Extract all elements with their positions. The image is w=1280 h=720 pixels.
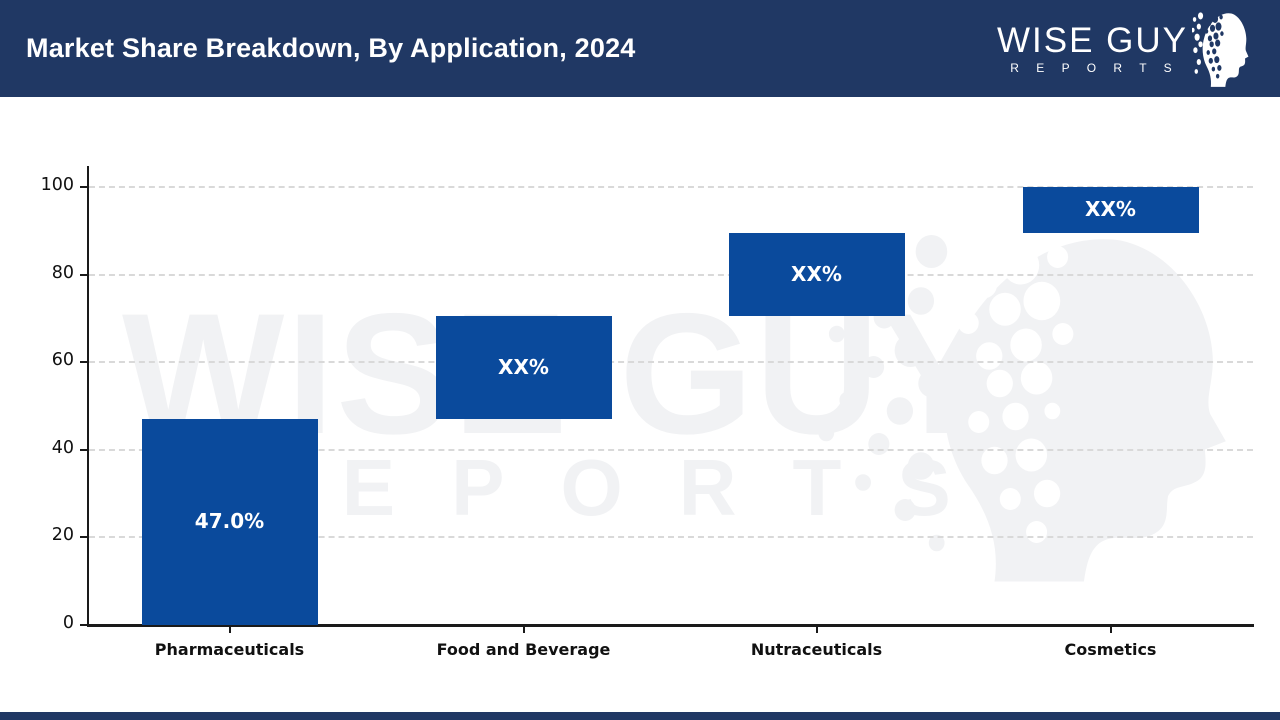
gridline [89,186,1253,188]
logo-text: WISE GUY R E P O R T S [997,23,1188,75]
bar-value-label: 47.0% [194,509,265,534]
footer-bar [0,712,1280,720]
x-axis-category-label: Nutraceuticals [750,640,883,659]
y-axis-spine [87,166,89,627]
gridline [89,361,1253,364]
bar-nutraceuticals [728,232,905,317]
y-axis-tick [80,536,88,539]
gridline [89,273,1253,276]
bar-value-label: XX% [1085,196,1136,221]
y-axis-tick [80,361,88,364]
y-axis-tick [80,273,88,276]
logo-subtitle: R E P O R T S [1010,60,1179,75]
bar-food-and-beverage [435,316,612,420]
x-axis-tick [1109,627,1112,633]
y-axis-tick-label: 40 [51,437,74,458]
y-axis-tick-label: 20 [51,525,74,546]
y-axis-tick-label: 100 [40,175,74,195]
gridline [89,536,1253,539]
header-bar: Market Share Breakdown, By Application, … [0,0,1280,97]
x-axis-category-label: Food and Beverage [436,640,611,659]
x-axis-category-label: Pharmaceuticals [154,640,305,659]
x-axis-tick [815,627,818,633]
x-axis-tick [228,627,231,633]
gridline [89,448,1253,451]
page-title: Market Share Breakdown, By Application, … [26,33,636,63]
watermark-subtitle: REPORTS [228,443,1007,532]
watermark-head-icon [818,235,1226,582]
wise-guy-reports-logo: WISE GUY R E P O R T S [997,10,1254,88]
y-axis-tick [80,186,88,188]
y-axis-tick-label: 60 [51,350,74,371]
bar-pharmaceuticals [141,419,318,625]
logo-wordmark: WISE GUY [996,20,1188,60]
y-axis-tick [80,448,88,451]
bar-value-label: XX% [791,261,842,286]
logo-head-icon [1192,11,1249,87]
bar-cosmetics [1022,187,1199,233]
y-axis-tick-label: 0 [62,613,74,633]
x-axis-spine [87,624,1254,627]
y-axis-tick-label: 80 [51,262,74,283]
bar-value-label: XX% [498,354,549,379]
y-axis-tick [80,624,88,626]
x-axis-category-label: Cosmetics [1064,640,1157,659]
x-axis-tick [522,627,525,633]
